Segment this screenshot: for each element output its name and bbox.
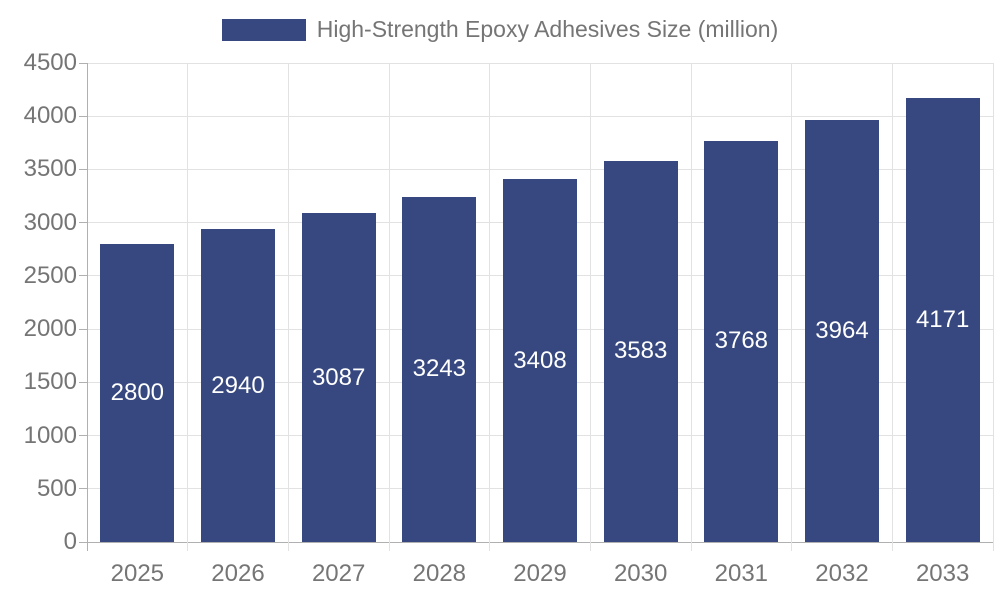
bar-value-label: 3583 (613, 337, 668, 365)
y-axis-label: 1000 (23, 421, 77, 449)
bar-value-label: 3087 (311, 363, 366, 391)
bar-value-label: 4171 (915, 306, 970, 333)
gridline-v (690, 63, 692, 551)
gridline-v (891, 63, 893, 551)
y-axis-label: 4000 (23, 102, 77, 130)
bar-2028[interactable]: 3243 (402, 196, 477, 542)
bar-2029[interactable]: 3408 (503, 179, 577, 542)
y-axis-tick (79, 381, 87, 383)
bar-2032[interactable]: 3964 (805, 120, 879, 542)
y-axis-label: 500 (36, 474, 77, 502)
y-axis-tick (79, 541, 87, 543)
x-axis-label: 2026 (211, 560, 265, 587)
gridline-h (87, 62, 993, 64)
bar-value-label: 3408 (513, 346, 567, 374)
bar-value-label: 3768 (714, 327, 769, 355)
gridline-v (388, 63, 390, 551)
x-axis-label: 2025 (110, 560, 165, 587)
legend-label: High-Strength Epoxy Adhesives Size (mill… (316, 16, 779, 42)
y-axis-label: 0 (63, 528, 77, 555)
x-axis-line (87, 541, 993, 543)
gridline-v (791, 63, 793, 551)
y-axis-label: 3000 (23, 208, 77, 236)
gridline-v (287, 63, 289, 551)
y-axis-tick (79, 168, 87, 170)
y-axis-label: 2000 (23, 315, 77, 343)
gridline-v (992, 63, 994, 551)
y-axis-tick (79, 62, 87, 64)
y-axis-label: 3500 (23, 155, 77, 183)
gridline-h (87, 115, 993, 117)
gridline-h (87, 168, 993, 170)
y-axis-tick (79, 488, 87, 490)
y-axis-tick (79, 328, 87, 330)
bar-2030[interactable]: 3583 (603, 160, 678, 542)
legend[interactable]: High-Strength Epoxy Adhesives Size (mill… (0, 16, 1000, 43)
y-axis-tick (79, 222, 87, 224)
y-axis-tick (79, 115, 87, 117)
x-axis-label: 2029 (513, 560, 567, 587)
x-axis-label: 2030 (613, 560, 668, 587)
y-axis-tick (79, 435, 87, 437)
bar-2031[interactable]: 3768 (704, 140, 779, 542)
x-axis-label: 2031 (714, 560, 769, 587)
x-axis-label: 2032 (815, 560, 869, 587)
bar-2027[interactable]: 3087 (301, 213, 376, 542)
x-axis-label: 2028 (412, 560, 467, 587)
y-axis-label: 2500 (23, 261, 77, 289)
y-axis-label: 4500 (23, 49, 77, 76)
gridline-v (589, 63, 591, 551)
x-axis-label: 2033 (915, 560, 970, 587)
legend-swatch-icon (221, 18, 306, 41)
bar-value-label: 2940 (211, 371, 265, 399)
bar-value-label: 2800 (110, 378, 165, 406)
y-axis-label: 1500 (23, 368, 77, 396)
bar-2026[interactable]: 2940 (201, 229, 275, 542)
bar-value-label: 3243 (412, 355, 467, 383)
bar-2033[interactable]: 4171 (905, 98, 980, 542)
bar-2025[interactable]: 2800 (100, 243, 175, 542)
x-axis-label: 2027 (311, 560, 366, 587)
y-axis-line (86, 63, 88, 551)
y-axis-tick (79, 275, 87, 277)
gridline-v (489, 63, 491, 551)
bar-value-label: 3964 (815, 317, 869, 345)
gridline-v (187, 63, 189, 551)
